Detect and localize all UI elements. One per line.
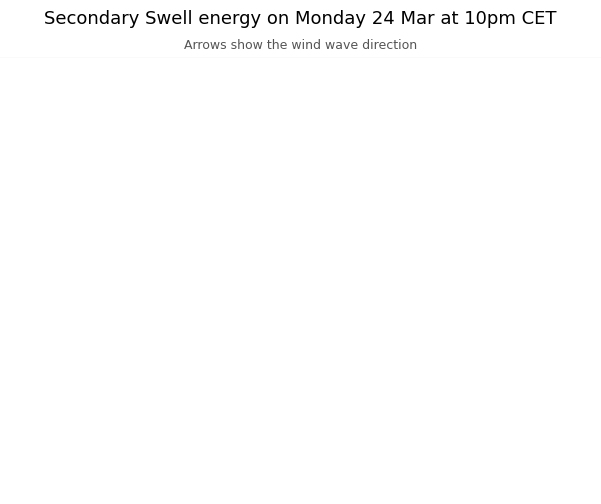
Text: Arrows show the wind wave direction: Arrows show the wind wave direction	[184, 39, 417, 52]
Text: Secondary Swell energy on Monday 24 Mar at 10pm CET: Secondary Swell energy on Monday 24 Mar …	[44, 10, 557, 28]
